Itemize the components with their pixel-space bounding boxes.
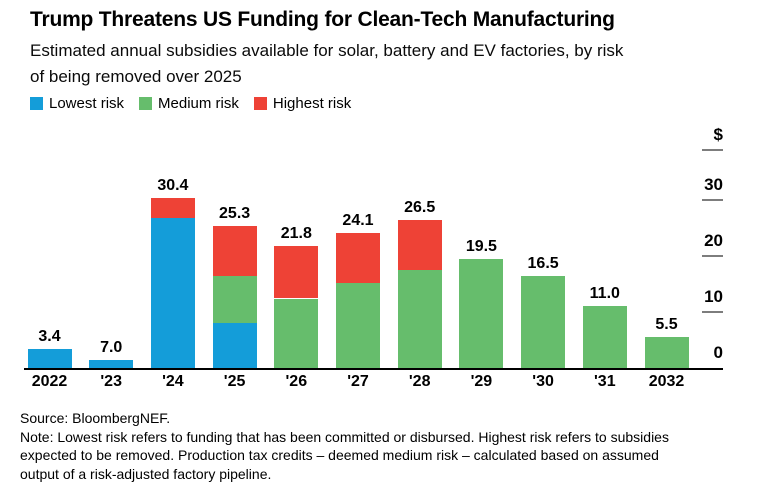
bar-segment-medium-risk bbox=[274, 298, 319, 368]
bar-segment-medium-risk bbox=[459, 258, 504, 368]
bar-segment-lowest-risk bbox=[212, 323, 257, 368]
y-tick-label: 30 bbox=[704, 175, 723, 194]
chart-legend: Lowest risk Medium risk Highest risk bbox=[30, 95, 351, 112]
y-tick-label: $ bbox=[713, 124, 723, 144]
bar-segment-lowest-risk bbox=[27, 349, 72, 368]
legend-label-highest-risk: Highest risk bbox=[272, 95, 352, 112]
x-tick-label: '26 bbox=[285, 373, 308, 390]
x-tick-label: '24 bbox=[162, 373, 184, 390]
y-tick-mark bbox=[702, 311, 723, 313]
legend-item-lowest-risk: Lowest risk bbox=[30, 95, 124, 112]
bar-segment-lowest-risk bbox=[89, 359, 134, 368]
legend-label-medium-risk: Medium risk bbox=[158, 95, 239, 112]
legend-item-medium-risk: Medium risk bbox=[139, 95, 239, 112]
medium-risk-swatch-icon bbox=[139, 97, 153, 110]
bar-value-label: 11.0 bbox=[589, 285, 620, 303]
y-tick-mark bbox=[702, 255, 723, 257]
bar-value-label: 30.4 bbox=[157, 176, 189, 194]
bar-segment-medium-risk bbox=[397, 270, 442, 368]
bar-segment-lowest-risk bbox=[150, 217, 195, 368]
chart-title: Trump Threatens US Funding for Clean-Tec… bbox=[30, 8, 615, 31]
bar-segment-medium-risk bbox=[521, 275, 566, 368]
note-line-1: Note: Lowest risk refers to funding that… bbox=[20, 428, 669, 445]
bar-value-label: 16.5 bbox=[527, 254, 559, 272]
y-tick-mark bbox=[702, 199, 723, 201]
x-tick-label: '28 bbox=[408, 373, 431, 390]
source-line: Source: BloombergNEF. bbox=[20, 410, 171, 426]
bar-segment-medium-risk bbox=[212, 276, 257, 324]
bar-segment-highest-risk bbox=[336, 233, 380, 284]
x-tick-label: '30 bbox=[532, 373, 554, 390]
bar-value-label: 21.8 bbox=[280, 224, 312, 242]
legend-label-lowest-risk: Lowest risk bbox=[49, 95, 125, 112]
bar-segment-highest-risk bbox=[274, 245, 319, 299]
lowest-risk-swatch-icon bbox=[30, 97, 43, 110]
x-tick-label: 2032 bbox=[648, 373, 685, 390]
chart-footer: Source: BloombergNEF. Note: Lowest risk … bbox=[20, 409, 760, 483]
highest-risk-swatch-icon bbox=[253, 97, 267, 110]
bar-value-label: 7.0 bbox=[100, 338, 123, 356]
x-tick-label: '31 bbox=[593, 373, 616, 390]
y-tick-label: 10 bbox=[704, 287, 723, 306]
chart-subtitle-line-1: Estimated annual subsidies available for… bbox=[30, 41, 624, 60]
x-tick-label: 2022 bbox=[31, 373, 68, 390]
bar-value-label: 26.5 bbox=[404, 198, 436, 216]
note-line-2: expected to be removed. Production tax c… bbox=[20, 447, 659, 463]
x-tick-label: '23 bbox=[100, 373, 122, 390]
legend-item-highest-risk: Highest risk bbox=[253, 95, 352, 112]
x-tick-label: '29 bbox=[470, 373, 493, 390]
bar-value-label: 3.4 bbox=[38, 328, 61, 345]
x-tick-label: '25 bbox=[223, 373, 246, 390]
bar-value-label: 24.1 bbox=[342, 212, 374, 229]
x-axis-line bbox=[24, 368, 723, 370]
bar-segment-highest-risk bbox=[212, 226, 257, 277]
bar-value-label: 25.3 bbox=[219, 205, 251, 223]
bar-segment-medium-risk bbox=[644, 337, 689, 368]
bar-segment-medium-risk bbox=[582, 306, 627, 368]
bar-value-label: 5.5 bbox=[655, 316, 678, 334]
bar-value-label: 19.5 bbox=[465, 237, 497, 255]
note-line-3: output of a risk-adjusted factory pipeli… bbox=[20, 465, 272, 482]
x-tick-label: '27 bbox=[347, 373, 369, 390]
bar-segment-highest-risk bbox=[397, 219, 442, 270]
bar-segment-highest-risk bbox=[150, 197, 195, 218]
y-tick-label: 20 bbox=[704, 231, 723, 250]
y-tick-label: 0 bbox=[713, 343, 723, 362]
bar-segment-medium-risk bbox=[336, 283, 380, 368]
chart-subtitle-line-2: of being removed over 2025 bbox=[30, 67, 242, 86]
y-tick-mark bbox=[702, 148, 723, 151]
chart-subtitle: Estimated annual subsidies available for… bbox=[30, 38, 623, 90]
